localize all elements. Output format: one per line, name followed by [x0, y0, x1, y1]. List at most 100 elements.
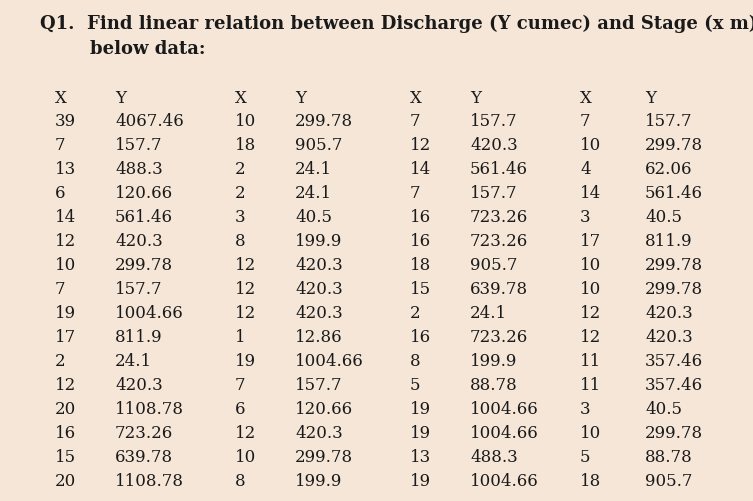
Text: 15: 15 — [55, 448, 76, 465]
Text: X: X — [235, 90, 247, 107]
Text: 14: 14 — [55, 208, 76, 225]
Text: 420.3: 420.3 — [295, 257, 343, 274]
Text: 11: 11 — [580, 352, 601, 369]
Text: 40.5: 40.5 — [645, 400, 682, 417]
Text: 1108.78: 1108.78 — [115, 472, 184, 489]
Text: 639.78: 639.78 — [115, 448, 173, 465]
Text: 1004.66: 1004.66 — [295, 352, 364, 369]
Text: 17: 17 — [580, 232, 601, 249]
Text: 10: 10 — [580, 137, 601, 154]
Text: 1108.78: 1108.78 — [115, 400, 184, 417]
Text: 1004.66: 1004.66 — [470, 424, 538, 441]
Text: 7: 7 — [410, 185, 421, 201]
Text: 299.78: 299.78 — [295, 113, 353, 130]
Text: 3: 3 — [580, 208, 590, 225]
Text: 16: 16 — [55, 424, 76, 441]
Text: 62.06: 62.06 — [645, 161, 693, 178]
Text: 8: 8 — [410, 352, 421, 369]
Text: 357.46: 357.46 — [645, 376, 703, 393]
Text: 20: 20 — [55, 400, 76, 417]
Text: 12: 12 — [235, 424, 256, 441]
Text: 24.1: 24.1 — [470, 305, 507, 321]
Text: 12: 12 — [235, 281, 256, 298]
Text: 10: 10 — [580, 257, 601, 274]
Text: 723.26: 723.26 — [470, 232, 529, 249]
Text: 39: 39 — [55, 113, 76, 130]
Text: 299.78: 299.78 — [295, 448, 353, 465]
Text: 420.3: 420.3 — [645, 305, 693, 321]
Text: 357.46: 357.46 — [645, 352, 703, 369]
Text: 14: 14 — [580, 185, 601, 201]
Text: 561.46: 561.46 — [470, 161, 528, 178]
Text: 420.3: 420.3 — [295, 281, 343, 298]
Text: 19: 19 — [410, 472, 431, 489]
Text: 16: 16 — [410, 232, 431, 249]
Text: 18: 18 — [235, 137, 256, 154]
Text: 420.3: 420.3 — [295, 424, 343, 441]
Text: below data:: below data: — [40, 40, 206, 58]
Text: Y: Y — [470, 90, 481, 107]
Text: 157.7: 157.7 — [470, 185, 517, 201]
Text: 157.7: 157.7 — [470, 113, 517, 130]
Text: 14: 14 — [410, 161, 431, 178]
Text: 10: 10 — [235, 113, 256, 130]
Text: 561.46: 561.46 — [115, 208, 173, 225]
Text: 4067.46: 4067.46 — [115, 113, 184, 130]
Text: 19: 19 — [55, 305, 76, 321]
Text: 157.7: 157.7 — [295, 376, 343, 393]
Text: 299.78: 299.78 — [645, 281, 703, 298]
Text: 905.7: 905.7 — [470, 257, 517, 274]
Text: 199.9: 199.9 — [295, 232, 343, 249]
Text: 120.66: 120.66 — [295, 400, 353, 417]
Text: 24.1: 24.1 — [295, 161, 332, 178]
Text: 12: 12 — [580, 328, 601, 345]
Text: 88.78: 88.78 — [645, 448, 693, 465]
Text: 18: 18 — [580, 472, 601, 489]
Text: 19: 19 — [235, 352, 256, 369]
Text: X: X — [580, 90, 592, 107]
Text: 157.7: 157.7 — [115, 137, 163, 154]
Text: 2: 2 — [235, 185, 245, 201]
Text: 420.3: 420.3 — [115, 232, 163, 249]
Text: 7: 7 — [55, 137, 66, 154]
Text: 639.78: 639.78 — [470, 281, 528, 298]
Text: 8: 8 — [235, 472, 245, 489]
Text: 4: 4 — [580, 161, 590, 178]
Text: 199.9: 199.9 — [295, 472, 343, 489]
Text: X: X — [410, 90, 422, 107]
Text: Y: Y — [295, 90, 306, 107]
Text: 561.46: 561.46 — [645, 185, 703, 201]
Text: 5: 5 — [410, 376, 420, 393]
Text: 19: 19 — [410, 400, 431, 417]
Text: 13: 13 — [55, 161, 76, 178]
Text: 299.78: 299.78 — [645, 424, 703, 441]
Text: 420.3: 420.3 — [115, 376, 163, 393]
Text: 299.78: 299.78 — [115, 257, 173, 274]
Text: 420.3: 420.3 — [645, 328, 693, 345]
Text: 120.66: 120.66 — [115, 185, 173, 201]
Text: 12: 12 — [55, 232, 76, 249]
Text: 12: 12 — [410, 137, 431, 154]
Text: 10: 10 — [235, 448, 256, 465]
Text: 811.9: 811.9 — [115, 328, 163, 345]
Text: 88.78: 88.78 — [470, 376, 518, 393]
Text: 2: 2 — [235, 161, 245, 178]
Text: 3: 3 — [580, 400, 590, 417]
Text: 3: 3 — [235, 208, 245, 225]
Text: 12: 12 — [580, 305, 601, 321]
Text: 20: 20 — [55, 472, 76, 489]
Text: 1004.66: 1004.66 — [115, 305, 184, 321]
Text: 12: 12 — [235, 305, 256, 321]
Text: X: X — [55, 90, 67, 107]
Text: 13: 13 — [410, 448, 431, 465]
Text: 16: 16 — [410, 208, 431, 225]
Text: 2: 2 — [55, 352, 66, 369]
Text: 420.3: 420.3 — [295, 305, 343, 321]
Text: 199.9: 199.9 — [470, 352, 517, 369]
Text: 8: 8 — [235, 232, 245, 249]
Text: 40.5: 40.5 — [645, 208, 682, 225]
Text: 12: 12 — [55, 376, 76, 393]
Text: 15: 15 — [410, 281, 431, 298]
Text: 1004.66: 1004.66 — [470, 472, 538, 489]
Text: 299.78: 299.78 — [645, 137, 703, 154]
